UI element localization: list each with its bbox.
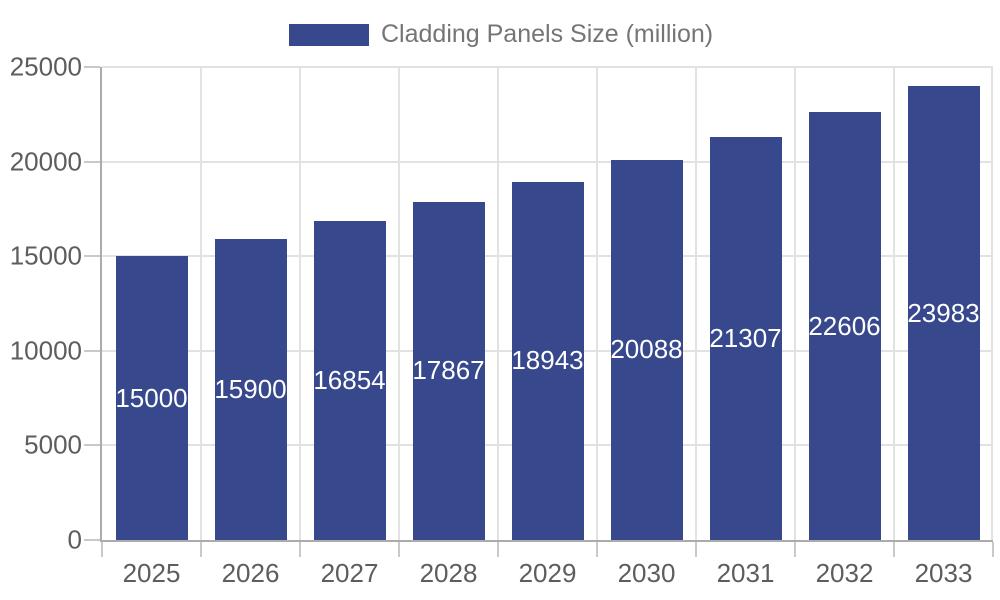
bar-value-label: 23983 [907, 297, 980, 328]
bar-value-label: 21307 [709, 322, 782, 353]
x-tick-label: 2030 [617, 558, 676, 588]
x-tick-mark [497, 542, 499, 557]
x-gridline [299, 67, 301, 540]
x-tick-label: 2025 [122, 558, 181, 588]
plot-area: 0 5000 10000 15000 20000 25000 15000 15900 16854… [10, 52, 994, 588]
y-tick-label: 25000 [9, 51, 82, 82]
bar-value-label: 20088 [610, 334, 683, 365]
bar: 22606 [808, 112, 881, 540]
y-tick-label: 5000 [24, 429, 82, 460]
bar: 17867 [412, 201, 485, 540]
bar-value-label: 16854 [313, 365, 386, 396]
y-tick-label: 20000 [9, 146, 82, 177]
x-gridline [695, 67, 697, 540]
y-gridline [102, 160, 993, 163]
bar: 15900 [214, 239, 287, 540]
x-gridline [991, 67, 993, 540]
bar: 23983 [907, 86, 980, 540]
bar: 20088 [610, 159, 683, 540]
x-tick-label: 2032 [815, 558, 874, 588]
y-tick-label: 15000 [9, 240, 82, 271]
bar: 21307 [709, 136, 782, 540]
bar-value-label: 15900 [214, 374, 287, 405]
x-tick-label: 2028 [419, 558, 478, 588]
x-tick-label: 2033 [914, 558, 973, 588]
x-tick-label: 2029 [518, 558, 577, 588]
y-tick-label: 0 [67, 524, 82, 555]
x-tick-mark [398, 542, 400, 557]
bar: 18943 [511, 181, 584, 540]
legend-label: Cladding Panels Size (million) [381, 20, 714, 48]
y-tick-mark [84, 539, 100, 541]
x-tick-mark [893, 542, 895, 557]
y-gridline [102, 66, 993, 68]
bar-value-label: 17867 [412, 355, 485, 386]
y-tick-mark [84, 160, 100, 163]
legend-swatch [289, 23, 369, 46]
legend: Cladding Panels Size (million) [289, 20, 713, 49]
x-tick-label: 2027 [320, 558, 379, 588]
x-tick-label: 2031 [716, 558, 775, 588]
x-gridline [893, 67, 895, 540]
bar: 15000 [115, 256, 188, 540]
x-tick-label: 2026 [221, 558, 280, 588]
y-tick-mark [84, 444, 100, 447]
bar-value-label: 15000 [115, 382, 188, 413]
x-tick-mark [101, 542, 103, 557]
x-gridline [398, 67, 400, 540]
x-tick-mark [794, 542, 796, 557]
y-tick-mark [84, 255, 100, 258]
bar: 16854 [313, 221, 386, 540]
x-tick-mark [992, 542, 994, 557]
x-gridline [794, 67, 796, 540]
y-tick-label: 10000 [9, 335, 82, 366]
bar-value-label: 18943 [511, 345, 584, 376]
x-tick-mark [299, 542, 301, 557]
y-tick-mark [84, 349, 100, 352]
x-gridline [200, 67, 202, 540]
x-tick-mark [596, 542, 598, 557]
x-gridline [596, 67, 598, 540]
x-tick-mark [695, 542, 697, 557]
y-tick-mark [84, 66, 100, 68]
bar-value-label: 22606 [808, 310, 881, 341]
x-gridline [497, 67, 499, 540]
x-tick-mark [200, 542, 202, 557]
